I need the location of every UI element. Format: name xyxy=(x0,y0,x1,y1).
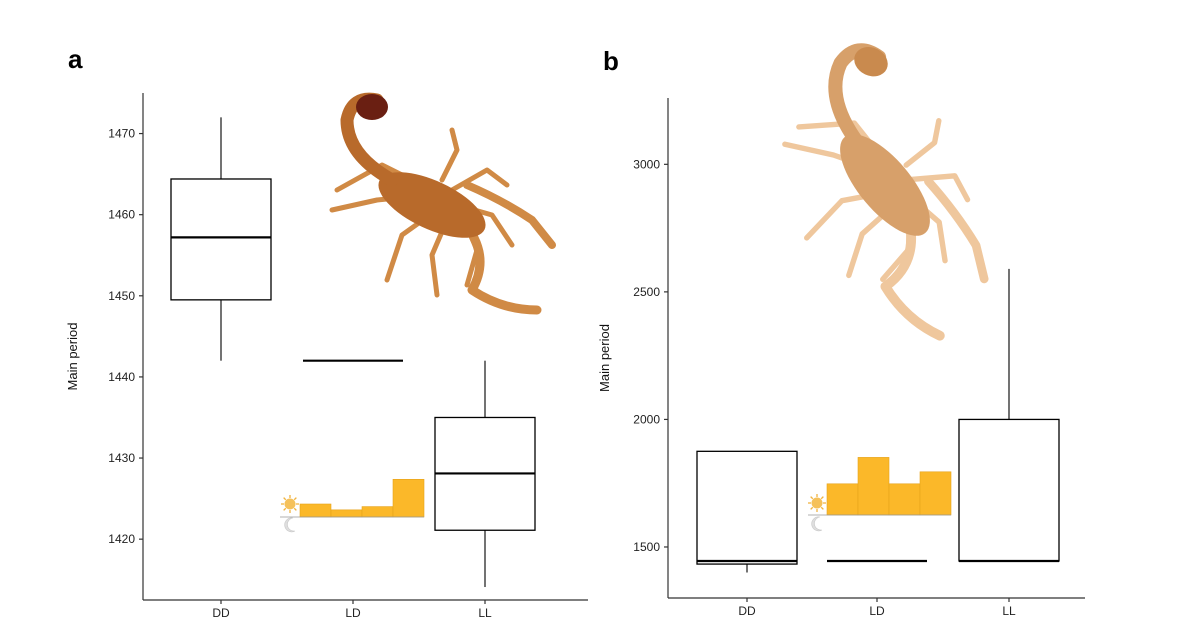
interquartile-box xyxy=(696,450,798,565)
y-axis-title: Main period xyxy=(597,324,612,392)
sun-ray xyxy=(283,497,287,501)
sun-ray xyxy=(293,497,297,501)
x-tick-label: DD xyxy=(738,604,756,618)
light-profile-bar xyxy=(361,506,394,518)
scorpion-stinger xyxy=(854,47,888,77)
y-tick-label: 1430 xyxy=(108,451,135,465)
y-tick-label: 1440 xyxy=(108,370,135,384)
species-photo xyxy=(329,92,556,315)
scorpion-pincer-arm xyxy=(463,181,556,249)
moon-shape xyxy=(284,517,296,533)
panel-letter-a: a xyxy=(68,44,83,74)
y-tick-label: 1420 xyxy=(108,532,135,546)
moon-shape xyxy=(811,516,823,532)
sun-ray xyxy=(820,506,824,510)
sun-ray xyxy=(293,507,297,511)
x-tick-label: LD xyxy=(869,604,885,618)
y-tick-label: 3000 xyxy=(633,157,660,171)
sun-ray xyxy=(283,507,287,511)
scorpion-pincer-arm xyxy=(457,215,542,315)
light-profile-bar xyxy=(330,509,363,518)
scorpion-pincer-arm xyxy=(924,177,989,284)
sun-icon xyxy=(808,494,826,512)
panel-letter-b: b xyxy=(603,46,619,76)
x-tick-label: LD xyxy=(345,606,361,620)
interquartile-box xyxy=(170,178,272,301)
light-profile-bar xyxy=(392,478,425,518)
box-ll xyxy=(434,360,536,588)
x-tick-label: LL xyxy=(478,606,492,620)
y-tick-label: 1500 xyxy=(633,540,660,554)
y-tick-label: 1450 xyxy=(108,289,135,303)
light-profile-bar xyxy=(919,471,952,516)
x-tick-label: DD xyxy=(212,606,230,620)
y-axis-title: Main period xyxy=(65,323,80,391)
light-profile-inset xyxy=(280,478,425,533)
sun-ray xyxy=(810,506,814,510)
box-dd xyxy=(696,450,798,573)
box-ll xyxy=(958,268,1060,563)
sun-disc xyxy=(811,497,823,509)
y-tick-label: 1460 xyxy=(108,208,135,222)
y-tick-label: 1470 xyxy=(108,127,135,141)
interquartile-box xyxy=(958,418,1060,562)
sun-ray xyxy=(810,496,814,500)
light-profile-bar xyxy=(299,503,332,518)
moon-icon xyxy=(811,516,823,532)
y-tick-label: 2000 xyxy=(633,412,660,426)
sun-ray xyxy=(820,496,824,500)
light-profile-inset xyxy=(808,457,952,532)
scorpion-body xyxy=(840,134,930,236)
x-tick-label: LL xyxy=(1002,604,1016,618)
species-photo xyxy=(782,43,989,341)
sun-icon xyxy=(281,495,299,513)
scorpion-pincer-arm xyxy=(880,208,945,341)
moon-icon xyxy=(284,517,296,533)
light-profile-bar xyxy=(826,483,859,516)
scorpion-leg xyxy=(439,127,460,183)
scorpion-body xyxy=(378,172,486,238)
sun-disc xyxy=(284,498,296,510)
light-profile-bar xyxy=(888,483,921,516)
box-dd xyxy=(170,117,272,361)
panel-b: b 1500 2000 2500 3000 DD LD LL Main period xyxy=(597,43,1085,618)
y-tick-label: 2500 xyxy=(633,285,660,299)
panel-a: a 1420 1430 1440 1450 1460 1470 DD LD LL Main per… xyxy=(65,44,588,620)
scorpion-leg xyxy=(903,118,942,168)
scorpion-stinger xyxy=(356,94,388,120)
light-profile-bar xyxy=(857,457,890,516)
